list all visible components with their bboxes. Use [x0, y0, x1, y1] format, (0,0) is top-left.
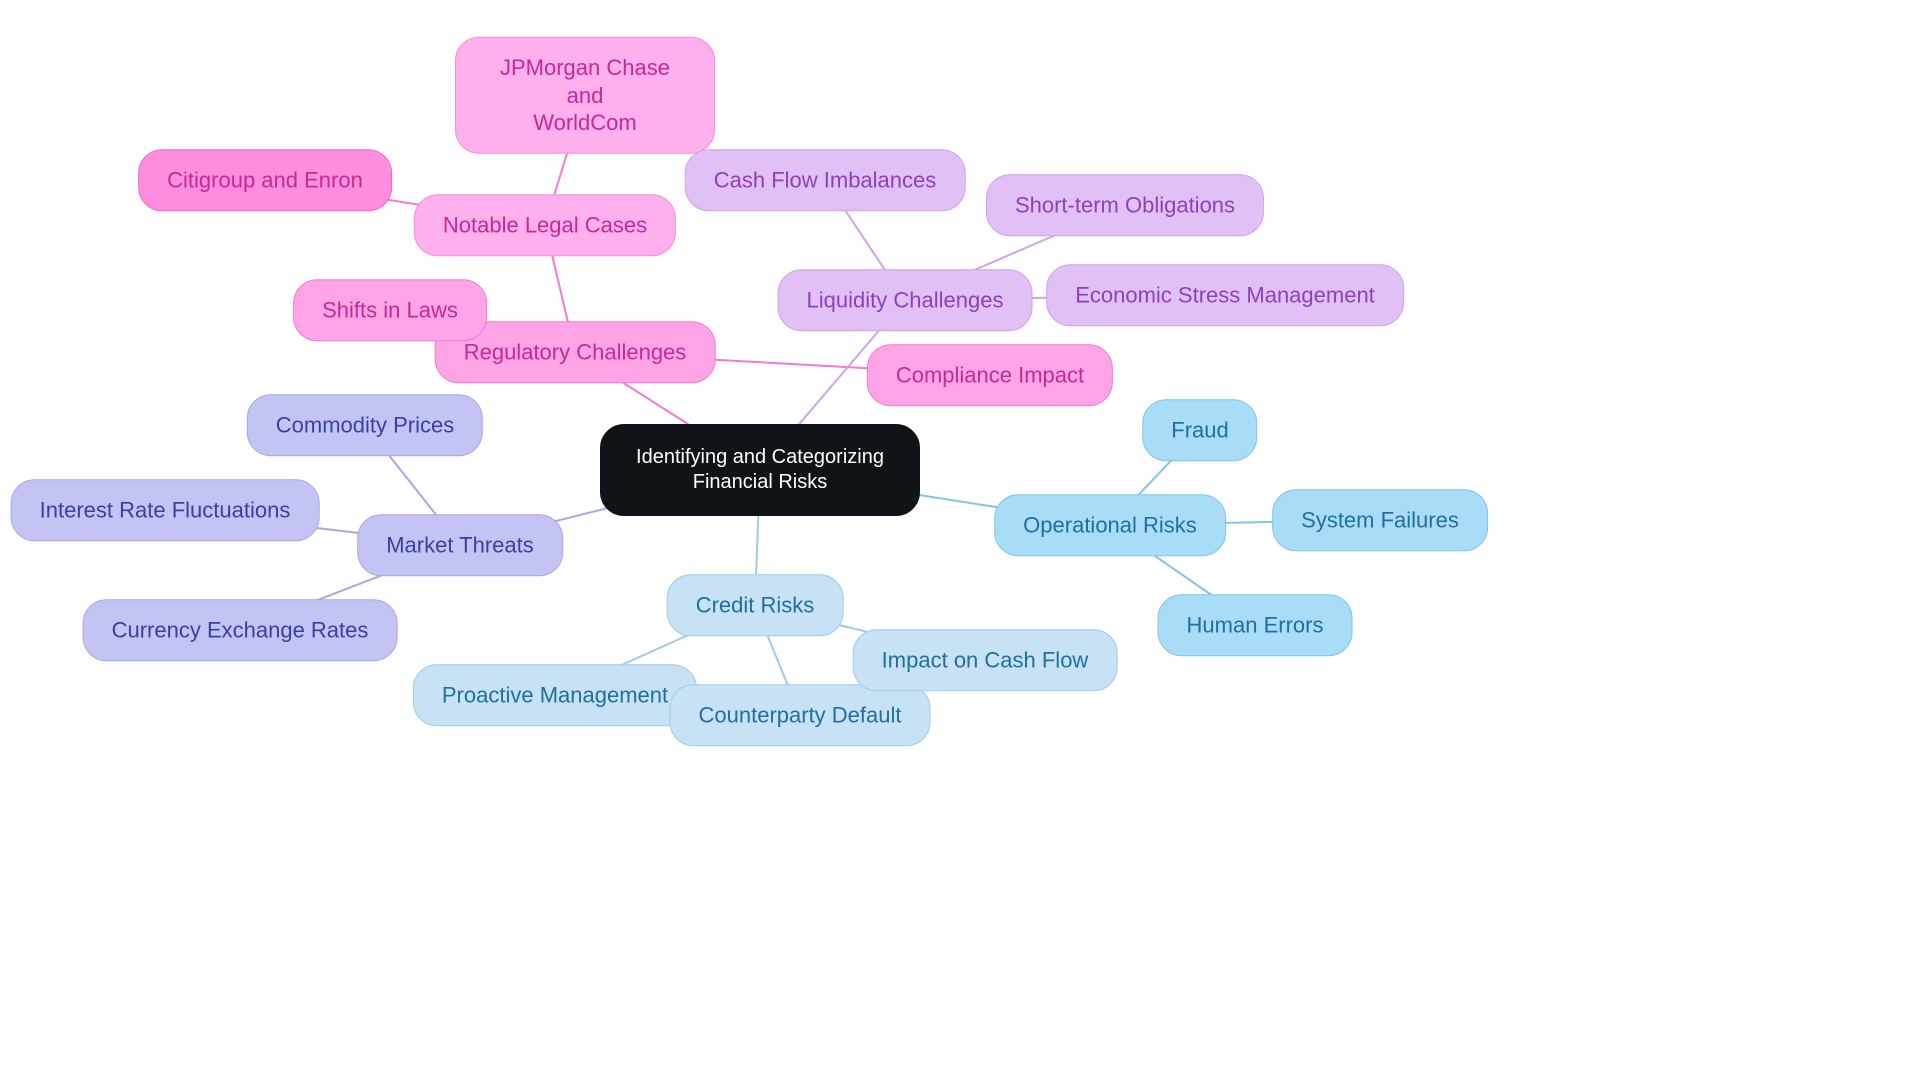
- mindmap-canvas: Identifying and CategorizingFinancial Ri…: [0, 0, 1920, 1083]
- node-market: Market Threats: [357, 514, 563, 576]
- node-compliance: Compliance Impact: [867, 344, 1113, 406]
- node-shifts: Shifts in Laws: [293, 279, 487, 341]
- node-interest: Interest Rate Fluctuations: [11, 479, 320, 541]
- node-liquidity: Liquidity Challenges: [778, 269, 1033, 331]
- node-legal: Notable Legal Cases: [414, 194, 676, 256]
- node-citi: Citigroup and Enron: [138, 149, 392, 211]
- node-human: Human Errors: [1158, 594, 1353, 656]
- center-node: Identifying and CategorizingFinancial Ri…: [600, 424, 920, 516]
- node-jpm: JPMorgan Chase andWorldCom: [455, 37, 715, 154]
- node-cashflow-imb: Cash Flow Imbalances: [685, 149, 966, 211]
- node-credit: Credit Risks: [667, 574, 844, 636]
- node-impact-cf: Impact on Cash Flow: [853, 629, 1118, 691]
- node-commodity: Commodity Prices: [247, 394, 483, 456]
- node-proactive: Proactive Management: [413, 664, 697, 726]
- node-short-term: Short-term Obligations: [986, 174, 1264, 236]
- node-currency: Currency Exchange Rates: [83, 599, 398, 661]
- node-counterparty: Counterparty Default: [670, 684, 931, 746]
- node-fraud: Fraud: [1142, 399, 1257, 461]
- node-operational: Operational Risks: [994, 494, 1226, 556]
- node-econ-stress: Economic Stress Management: [1046, 264, 1404, 326]
- node-sysfail: System Failures: [1272, 489, 1488, 551]
